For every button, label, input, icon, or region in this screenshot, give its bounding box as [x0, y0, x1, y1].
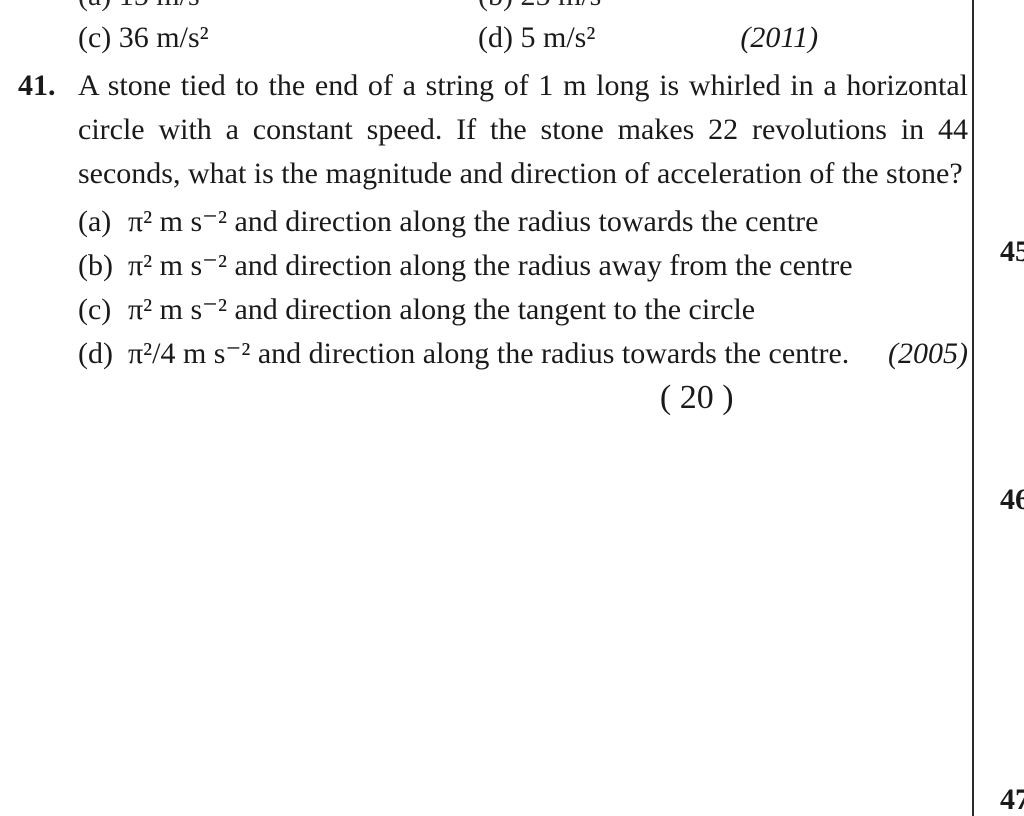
prev-opt-d-and-year: (d) 5 m/s² (2011) — [478, 18, 968, 58]
next-column-fragment-1: 45 — [1000, 230, 1024, 274]
column-divider-rule — [972, 0, 974, 816]
option-a: (a) π² m s⁻² and direction along the rad… — [78, 200, 968, 244]
option-b: (b) π² m s⁻² and direction along the rad… — [78, 244, 968, 288]
page-container: (a) 15 m/s (b) 25 m/s (c) 36 m/s² (d) 5 … — [0, 0, 1024, 816]
question-year-label: (2005) — [888, 332, 968, 376]
prev-opt-c: (c) 36 m/s² — [18, 18, 478, 58]
page-number-text: ( 20 ) — [660, 379, 734, 416]
option-a-text: π² m s⁻² and direction along the radius … — [128, 200, 968, 244]
question-block: 41. A stone tied to the end of a string … — [18, 64, 968, 421]
option-b-label: (b) — [78, 244, 128, 288]
prev-opt-d: (d) 5 m/s² — [478, 21, 595, 54]
question-text: A stone tied to the end of a string of 1… — [78, 69, 968, 190]
question-number: 41. — [18, 64, 78, 421]
prev-opt-a-partial: (a) 15 m/s — [18, 0, 478, 16]
option-c: (c) π² m s⁻² and direction along the tan… — [78, 288, 968, 332]
option-d-label: (d) — [78, 332, 128, 376]
main-content-column: (a) 15 m/s (b) 25 m/s (c) 36 m/s² (d) 5 … — [18, 0, 968, 421]
prev-question-options-row2: (c) 36 m/s² (d) 5 m/s² (2011) — [18, 18, 968, 58]
option-d-text: π²/4 m s⁻² and direction along the radiu… — [128, 332, 968, 376]
next-column-fragment-3: 47 — [1000, 778, 1024, 816]
option-b-text: π² m s⁻² and direction along the radius … — [128, 244, 968, 288]
option-a-label: (a) — [78, 200, 128, 244]
option-d: (d) π²/4 m s⁻² and direction along the r… — [78, 332, 968, 376]
option-c-text: π² m s⁻² and direction along the tangent… — [128, 288, 968, 332]
options-list: (a) π² m s⁻² and direction along the rad… — [78, 200, 968, 376]
prev-question-options-row1: (a) 15 m/s (b) 25 m/s — [18, 0, 968, 16]
page-number-fragment: ( 20 ) — [78, 376, 968, 421]
prev-year-label: (2011) — [740, 21, 818, 54]
option-d-inner-text: π²/4 m s⁻² and direction along the radiu… — [128, 337, 849, 370]
prev-opt-b-partial: (b) 25 m/s — [478, 0, 968, 16]
question-body: A stone tied to the end of a string of 1… — [78, 64, 968, 421]
next-column-fragment-2: 46 — [1000, 478, 1024, 522]
option-c-label: (c) — [78, 288, 128, 332]
